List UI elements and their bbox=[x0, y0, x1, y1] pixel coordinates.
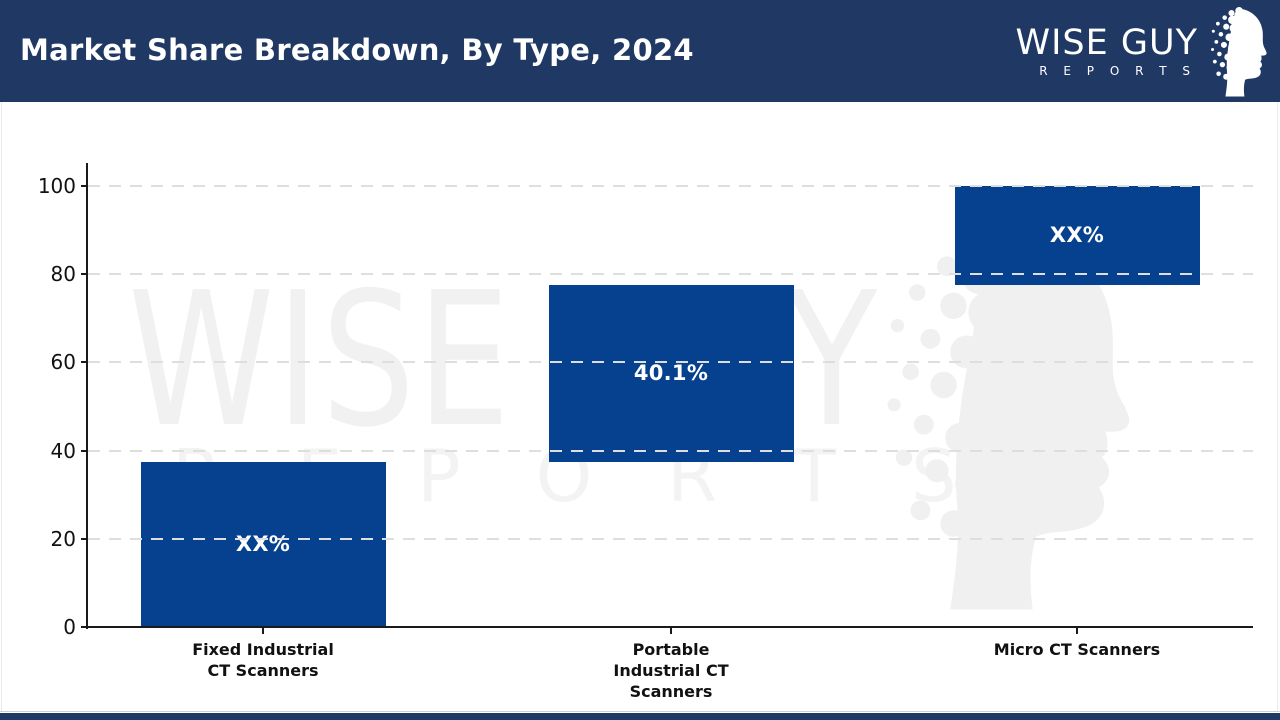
logo-text: WISE GUY R E P O R T S bbox=[1015, 23, 1198, 79]
logo-subtitle: R E P O R T S bbox=[1039, 64, 1196, 78]
bar-value-label: XX% bbox=[235, 532, 291, 557]
y-tick-40 bbox=[81, 449, 88, 452]
x-tick-fixed-industrial-ct-scanners bbox=[262, 628, 264, 634]
gridline-80 bbox=[88, 273, 1253, 276]
bar-micro-ct-scanners: XX% bbox=[954, 186, 1200, 285]
y-tick-80 bbox=[81, 273, 88, 276]
y-tick-label-40: 40 bbox=[50, 438, 76, 463]
gridline-20 bbox=[88, 537, 1253, 540]
gridline-60 bbox=[88, 361, 1253, 364]
footer-hairline bbox=[0, 711, 1280, 712]
chart-title: Market Share Breakdown, By Type, 2024 bbox=[20, 33, 694, 67]
logo-wordmark: WISE GUY bbox=[1015, 23, 1198, 63]
wiseguy-face-icon bbox=[1211, 6, 1267, 96]
wiseguy-logo: WISE GUY R E P O R T S bbox=[1015, 6, 1268, 98]
x-axis-label-fixed-industrial-ct-scanners: Fixed Industrial CT Scanners bbox=[192, 640, 334, 680]
y-tick-label-20: 20 bbox=[50, 526, 76, 551]
bar-value-label: 40.1% bbox=[633, 361, 709, 386]
y-tick-label-80: 80 bbox=[50, 262, 76, 287]
y-axis-line bbox=[86, 163, 88, 629]
bar-fixed-industrial-ct-scanners: XX% bbox=[140, 461, 386, 627]
x-axis-label-micro-ct-scanners: Micro CT Scanners bbox=[993, 640, 1161, 659]
y-tick-0 bbox=[81, 626, 88, 628]
y-tick-60 bbox=[81, 361, 88, 364]
gridline-40 bbox=[88, 449, 1253, 452]
gridline-100 bbox=[88, 185, 1253, 187]
y-tick-20 bbox=[81, 537, 88, 540]
bar-portable-industrial-ct-scanners: 40.1% bbox=[548, 284, 794, 462]
header: Market Share Breakdown, By Type, 2024 WI… bbox=[0, 0, 1280, 102]
bar-value-label: XX% bbox=[1049, 223, 1105, 248]
footer-bar bbox=[0, 713, 1280, 720]
x-axis-line bbox=[86, 626, 1253, 628]
y-tick-100 bbox=[81, 185, 88, 187]
y-tick-label-60: 60 bbox=[50, 350, 76, 375]
y-tick-label-0: 0 bbox=[63, 615, 76, 639]
x-tick-portable-industrial-ct-scanners bbox=[670, 628, 672, 634]
x-axis-label-portable-industrial-ct-scanners: Portable Industrial CT Scanners bbox=[613, 640, 729, 701]
figure-right-border bbox=[1277, 102, 1278, 712]
y-tick-label-100: 100 bbox=[37, 174, 76, 198]
figure-left-border bbox=[1, 102, 2, 712]
x-tick-micro-ct-scanners bbox=[1076, 628, 1078, 634]
